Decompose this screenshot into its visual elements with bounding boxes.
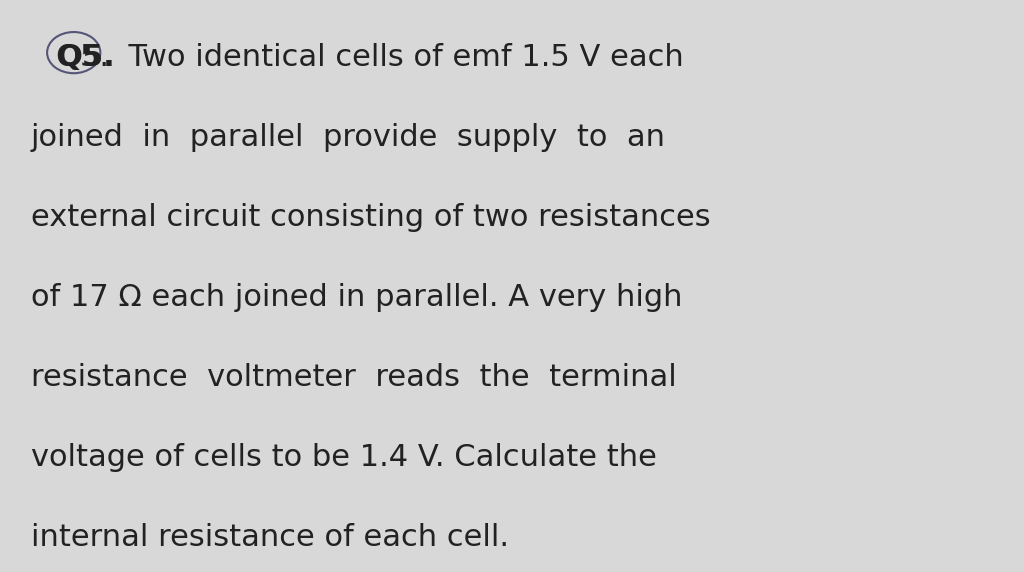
Text: internal resistance of each cell.: internal resistance of each cell. <box>31 523 509 552</box>
Text: Q5.: Q5. <box>56 42 115 72</box>
Text: external circuit consisting of two resistances: external circuit consisting of two resis… <box>31 202 711 232</box>
Text: joined  in  parallel  provide  supply  to  an: joined in parallel provide supply to an <box>31 122 666 152</box>
Text: voltage of cells to be 1.4 V. Calculate the: voltage of cells to be 1.4 V. Calculate … <box>31 443 656 472</box>
Text: Q5.  Two identical cells of emf 1.5 V each: Q5. Two identical cells of emf 1.5 V eac… <box>56 42 684 72</box>
Text: resistance  voltmeter  reads  the  terminal: resistance voltmeter reads the terminal <box>31 363 677 392</box>
Text: of 17 Ω each joined in parallel. A very high: of 17 Ω each joined in parallel. A very … <box>31 283 682 312</box>
